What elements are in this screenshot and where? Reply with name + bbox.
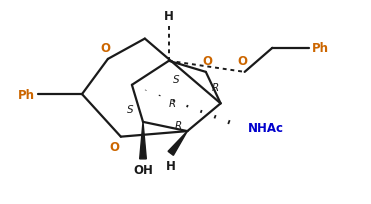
Text: R: R [174, 120, 182, 130]
Text: O: O [238, 55, 248, 68]
Text: R: R [211, 82, 219, 92]
Text: H: H [164, 10, 174, 23]
Text: R: R [169, 99, 176, 109]
Text: Ph: Ph [18, 88, 35, 101]
Text: H: H [166, 159, 175, 172]
Polygon shape [139, 122, 146, 159]
Text: O: O [100, 42, 110, 55]
Text: NHAc: NHAc [248, 121, 284, 134]
Text: O: O [109, 140, 119, 153]
Text: S: S [173, 75, 180, 85]
Text: S: S [127, 104, 133, 114]
Polygon shape [168, 131, 187, 156]
Text: Ph: Ph [312, 42, 329, 55]
Text: OH: OH [134, 163, 154, 176]
Text: O: O [203, 55, 213, 68]
